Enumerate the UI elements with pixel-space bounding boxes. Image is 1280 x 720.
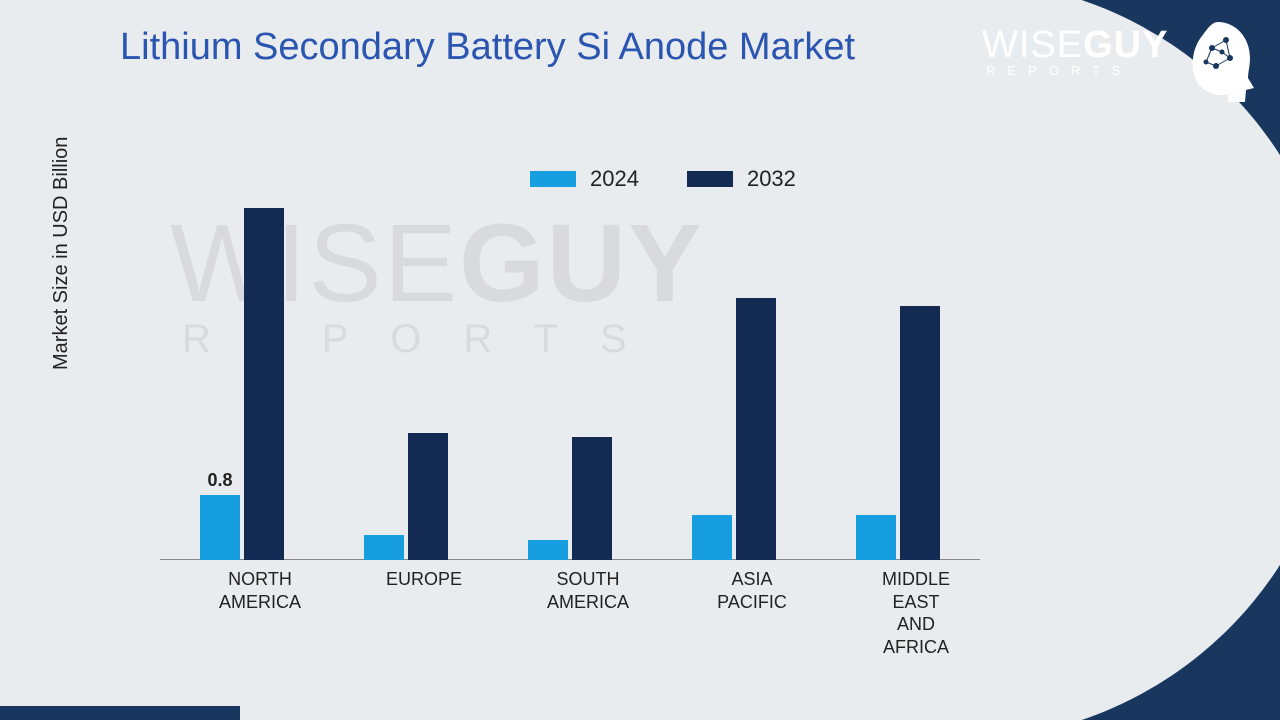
- bar-2032: [572, 437, 612, 560]
- x-axis-label: MIDDLEEASTANDAFRICA: [846, 560, 986, 658]
- brand-head-icon: [1178, 18, 1258, 108]
- bar-2032: [736, 298, 776, 560]
- legend-item-2024: 2024: [530, 166, 639, 192]
- footer-accent-bar: [0, 706, 240, 720]
- legend-label-2032: 2032: [747, 166, 796, 192]
- y-axis-label: Market Size in USD Billion: [50, 137, 73, 370]
- bar-2032: [900, 306, 940, 560]
- x-axis-label: NORTHAMERICA: [190, 560, 330, 613]
- bar-2024: [528, 540, 568, 560]
- bar-2024: [200, 495, 240, 560]
- chart-title: Lithium Secondary Battery Si Anode Marke…: [120, 26, 880, 70]
- legend-swatch-2032: [687, 171, 733, 187]
- x-axis-label: EUROPE: [354, 560, 494, 591]
- legend-swatch-2024: [530, 171, 576, 187]
- x-axis-label: ASIAPACIFIC: [682, 560, 822, 613]
- x-axis-label: SOUTHAMERICA: [518, 560, 658, 613]
- legend: 2024 2032: [530, 166, 796, 192]
- chart-area: WISEGUY REPORTS Market Size in USD Billi…: [60, 170, 980, 670]
- brand-logo-word-wise: WISE: [982, 24, 1083, 66]
- plot-area: 0.8NORTHAMERICAEUROPESOUTHAMERICAASIAPAC…: [160, 200, 980, 560]
- brand-logo-word-guy: GUY: [1083, 24, 1168, 66]
- bar-2024: [364, 535, 404, 560]
- bar-2032: [244, 208, 284, 560]
- bar-value-label: 0.8: [195, 470, 245, 491]
- brand-logo: WISEGUY REPORTS: [982, 24, 1252, 78]
- bar-2032: [408, 433, 448, 560]
- bar-2024: [856, 515, 896, 560]
- bar-2024: [692, 515, 732, 560]
- legend-label-2024: 2024: [590, 166, 639, 192]
- legend-item-2032: 2032: [687, 166, 796, 192]
- content-area: Lithium Secondary Battery Si Anode Marke…: [0, 0, 960, 720]
